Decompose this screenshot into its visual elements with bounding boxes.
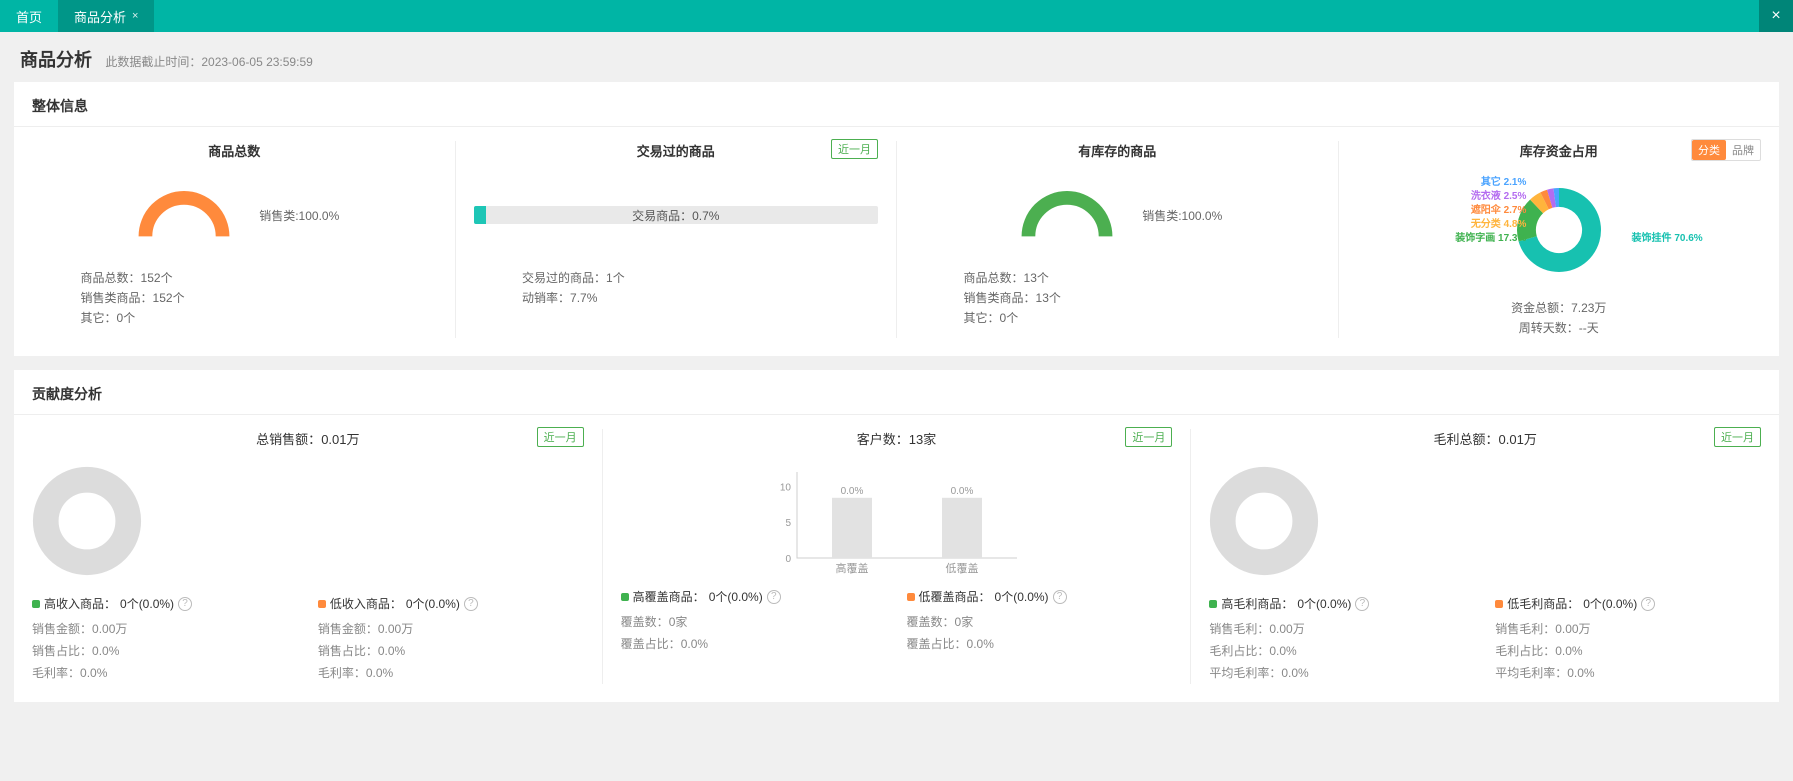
page-header: 商品分析 此数据截止时间：2023-06-05 23:59:59 bbox=[0, 32, 1793, 82]
page-subtitle: 此数据截止时间：2023-06-05 23:59:59 bbox=[105, 55, 312, 69]
help-icon[interactable]: ? bbox=[178, 597, 192, 611]
card-capital: 分类品牌 库存资金占用 其它 2.1%洗衣液 2.5%遮阳伞 2.7%无分类 4… bbox=[1339, 141, 1780, 338]
svg-text:0: 0 bbox=[785, 554, 791, 565]
stats-total: 商品总数：152个 销售类商品：152个 其它：0个 bbox=[32, 268, 437, 328]
contrib-panel: 贡献度分析 近一月 总销售额：0.01万 高收入商品：0个(0.0%) ? 销售… bbox=[14, 370, 1779, 702]
card-title: 客户数：13家 bbox=[621, 429, 1173, 448]
coverage-barchart: 0 5 10 0.0% 高覆盖 0.0% 低覆盖 bbox=[767, 458, 1027, 578]
overall-panel: 整体信息 商品总数 销售类:100.0% 商品总数：152个 销售类商品：152… bbox=[14, 82, 1779, 356]
help-icon[interactable]: ? bbox=[767, 590, 781, 604]
legend-low: 低覆盖商品：0个(0.0%) ? 覆盖数：0家 覆盖占比：0.0% bbox=[907, 588, 1173, 655]
svg-text:10: 10 bbox=[779, 482, 791, 493]
tab-product-analysis[interactable]: 商品分析× bbox=[58, 0, 154, 32]
card-customers: 近一月 客户数：13家 0 5 10 0.0% 高覆盖 0.0% 低覆盖 高覆盖商品：0个(… bbox=[603, 429, 1192, 684]
legend-high: 高覆盖商品：0个(0.0%) ? 覆盖数：0家 覆盖占比：0.0% bbox=[621, 588, 887, 655]
empty-donut bbox=[1209, 466, 1319, 576]
card-traded: 近一月 交易过的商品 交易商品：0.7% 交易过的商品：1个 动销率：7.7% bbox=[456, 141, 898, 338]
stats-capital: 资金总额：7.23万 周转天数：--天 bbox=[1357, 298, 1762, 338]
card-sales: 近一月 总销售额：0.01万 高收入商品：0个(0.0%) ? 销售金额：0.0… bbox=[14, 429, 603, 684]
svg-text:0.0%: 0.0% bbox=[950, 486, 973, 497]
card-profit: 近一月 毛利总额：0.01万 高毛利商品：0个(0.0%) ? 销售毛利：0.0… bbox=[1191, 429, 1779, 684]
overall-title: 整体信息 bbox=[14, 96, 1779, 127]
gauge-label: 销售类:100.0% bbox=[1142, 207, 1222, 224]
stats-instock: 商品总数：13个 销售类商品：13个 其它：0个 bbox=[915, 268, 1320, 328]
svg-text:低覆盖: 低覆盖 bbox=[945, 561, 978, 575]
help-icon[interactable]: ? bbox=[464, 597, 478, 611]
card-title: 有库存的商品 bbox=[915, 141, 1320, 160]
help-icon[interactable]: ? bbox=[1053, 590, 1067, 604]
tabbar-close-button[interactable]: × bbox=[1759, 0, 1793, 32]
svg-text:0.0%: 0.0% bbox=[840, 486, 863, 497]
card-instock: 有库存的商品 销售类:100.0% 商品总数：13个 销售类商品：13个 其它：… bbox=[897, 141, 1339, 338]
help-icon[interactable]: ? bbox=[1355, 597, 1369, 611]
contrib-title: 贡献度分析 bbox=[14, 384, 1779, 415]
svg-text:5: 5 bbox=[785, 518, 791, 529]
card-title: 毛利总额：0.01万 bbox=[1209, 429, 1761, 448]
badge-month[interactable]: 近一月 bbox=[831, 139, 878, 159]
traded-bar: 交易商品：0.7% bbox=[474, 206, 879, 224]
card-total: 商品总数 销售类:100.0% 商品总数：152个 销售类商品：152个 其它：… bbox=[14, 141, 456, 338]
capital-pie: 其它 2.1%洗衣液 2.5%遮阳伞 2.7%无分类 4.8%装饰字画 17.3… bbox=[1357, 170, 1762, 290]
empty-donut bbox=[32, 466, 142, 576]
badge-month[interactable]: 近一月 bbox=[1714, 427, 1761, 447]
page-title: 商品分析 bbox=[20, 46, 92, 72]
card-title: 总销售额：0.01万 bbox=[32, 429, 584, 448]
legend-low: 低收入商品：0个(0.0%) ? 销售金额：0.00万 销售占比：0.0% 毛利… bbox=[318, 595, 584, 684]
badge-month[interactable]: 近一月 bbox=[1125, 427, 1172, 447]
gauge-instock bbox=[1012, 185, 1122, 245]
svg-text:高覆盖: 高覆盖 bbox=[835, 561, 868, 575]
card-title: 交易过的商品 bbox=[474, 141, 879, 160]
help-icon[interactable]: ? bbox=[1641, 597, 1655, 611]
badge-month[interactable]: 近一月 bbox=[537, 427, 584, 447]
gauge-label: 销售类:100.0% bbox=[259, 207, 339, 224]
gauge-total bbox=[129, 185, 239, 245]
seg-category-brand[interactable]: 分类品牌 bbox=[1691, 139, 1761, 164]
legend-high: 高收入商品：0个(0.0%) ? 销售金额：0.00万 销售占比：0.0% 毛利… bbox=[32, 595, 298, 684]
close-icon[interactable]: × bbox=[132, 10, 138, 22]
tab-bar: 首页 商品分析× × bbox=[0, 0, 1793, 32]
legend-low: 低毛利商品：0个(0.0%) ? 销售毛利：0.00万 毛利占比：0.0% 平均… bbox=[1495, 595, 1761, 684]
card-title: 商品总数 bbox=[32, 141, 437, 160]
tab-home[interactable]: 首页 bbox=[0, 0, 58, 32]
stats-traded: 交易过的商品：1个 动销率：7.7% bbox=[474, 268, 879, 308]
legend-high: 高毛利商品：0个(0.0%) ? 销售毛利：0.00万 毛利占比：0.0% 平均… bbox=[1209, 595, 1475, 684]
